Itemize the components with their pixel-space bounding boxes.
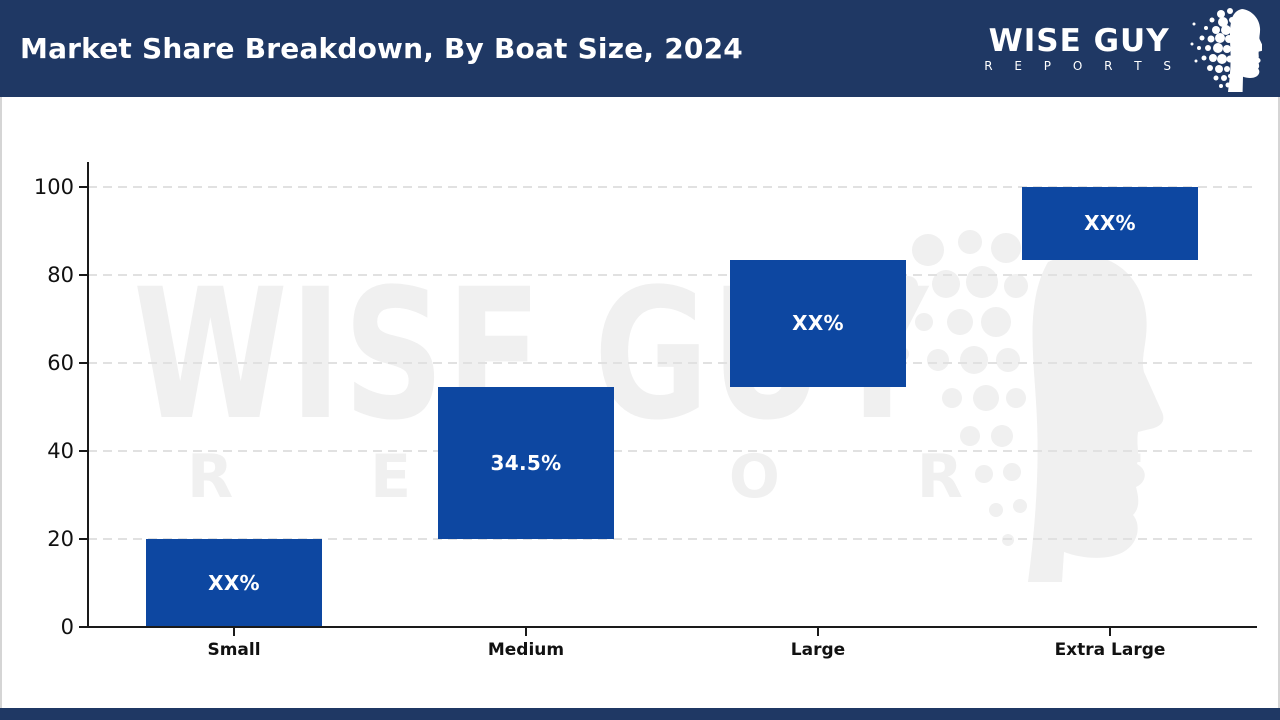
- bar-small: XX%: [146, 539, 322, 627]
- x-tick: [233, 628, 235, 636]
- footer-bar: [0, 708, 1280, 720]
- y-tick-label: 100: [33, 175, 74, 199]
- x-tick-label: Medium: [487, 640, 565, 660]
- logo-text: WISE GUY R E P O R T S: [978, 25, 1180, 73]
- x-tick-label: Extra Large: [1054, 640, 1166, 660]
- x-tick-label: Large: [790, 640, 846, 660]
- watermark-head-graphic: [895, 230, 1164, 582]
- y-axis-line: [87, 162, 89, 628]
- x-tick: [1109, 628, 1111, 636]
- gridline: [88, 362, 1256, 364]
- bar-value-label: 34.5%: [490, 451, 562, 476]
- gridline: [88, 450, 1256, 452]
- y-tick-label: 0: [60, 615, 74, 639]
- logo-head-icon: [1190, 8, 1262, 92]
- x-tick: [525, 628, 527, 636]
- y-tick: [79, 538, 88, 540]
- logo-subtitle: R E P O R T S: [984, 58, 1180, 73]
- y-tick-label: 40: [47, 439, 74, 463]
- y-tick: [79, 274, 88, 276]
- y-tick: [79, 626, 88, 628]
- left-border: [0, 97, 2, 720]
- bar-value-label: XX%: [1084, 211, 1136, 236]
- y-tick-label: 60: [47, 351, 74, 375]
- x-tick-label: Small: [207, 640, 261, 660]
- bar-extra-large: XX%: [1022, 187, 1198, 260]
- gridline: [88, 274, 1256, 276]
- gridline: [88, 538, 1256, 540]
- y-tick: [79, 362, 88, 364]
- logo-wordmark: WISE GUY: [988, 23, 1170, 60]
- wiseguy-logo: WISE GUY R E P O R T S: [978, 4, 1262, 94]
- bar-medium: 34.5%: [438, 387, 614, 539]
- bar-large: XX%: [730, 259, 906, 388]
- bar-value-label: XX%: [792, 311, 844, 336]
- y-tick: [79, 186, 88, 188]
- bar-value-label: XX%: [208, 571, 260, 595]
- x-tick: [817, 628, 819, 636]
- y-tick-label: 80: [47, 263, 74, 287]
- y-tick: [79, 450, 88, 452]
- chart-title: Market Share Breakdown, By Boat Size, 20…: [20, 32, 743, 65]
- right-border: [1278, 97, 1280, 720]
- gridline: [88, 186, 1256, 188]
- x-axis-line: [86, 626, 1257, 628]
- header-bar: Market Share Breakdown, By Boat Size, 20…: [0, 0, 1280, 97]
- y-tick-label: 20: [47, 527, 74, 551]
